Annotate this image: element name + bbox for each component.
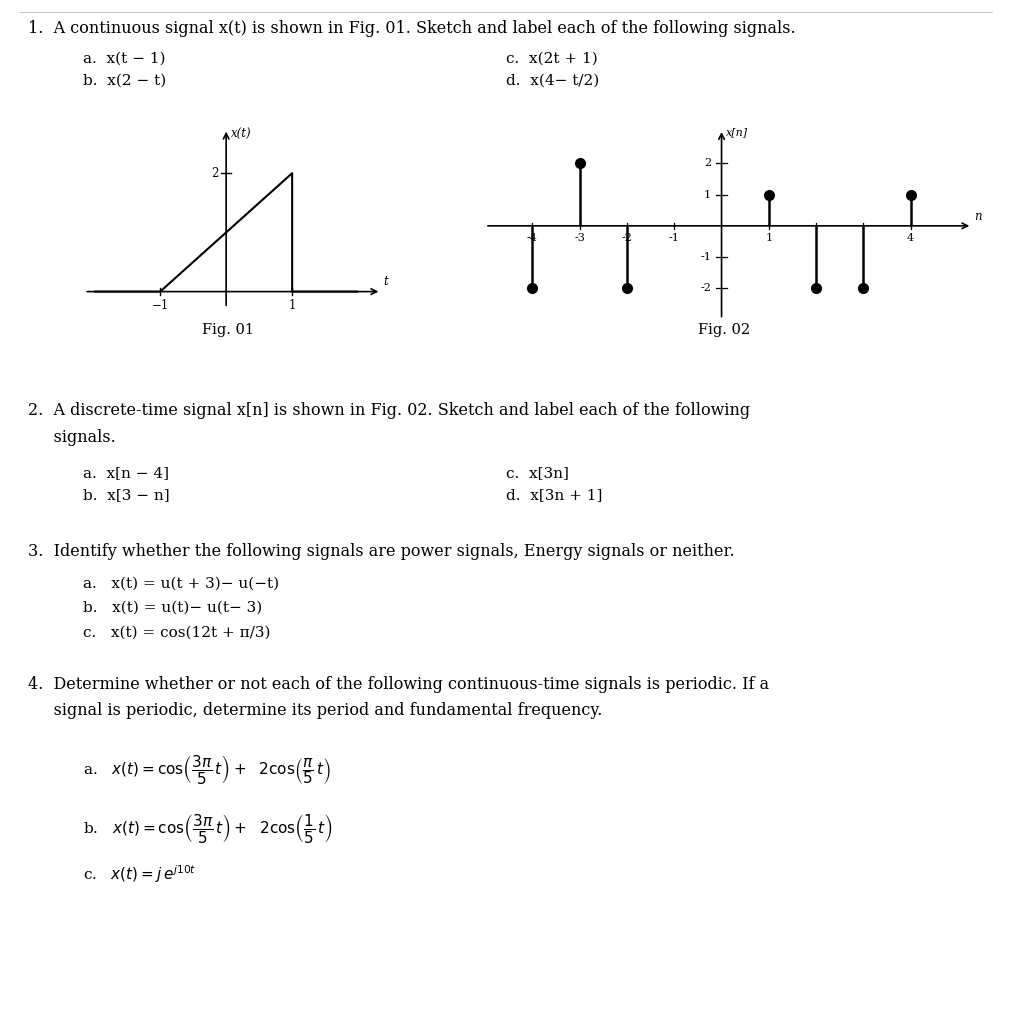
Text: 1: 1 — [704, 189, 711, 200]
Text: t: t — [383, 275, 387, 288]
Text: c.  x(2t + 1): c. x(2t + 1) — [506, 51, 598, 66]
Text: c.   $x(t) = j\,e^{j10t}$: c. $x(t) = j\,e^{j10t}$ — [83, 863, 196, 885]
Text: x(t): x(t) — [231, 128, 251, 141]
Text: signal is periodic, determine its period and fundamental frequency.: signal is periodic, determine its period… — [28, 702, 603, 720]
Text: x[n]: x[n] — [726, 128, 748, 137]
Text: 1.  A continuous signal x(t) is shown in Fig. 01. Sketch and label each of the f: 1. A continuous signal x(t) is shown in … — [28, 20, 796, 38]
Text: a.   x(t) = u(t + 3)− u(−t): a. x(t) = u(t + 3)− u(−t) — [83, 577, 279, 591]
Text: b.   x(t) = u(t)− u(t− 3): b. x(t) = u(t)− u(t− 3) — [83, 601, 262, 615]
Text: Fig. 02: Fig. 02 — [697, 323, 749, 337]
Text: signals.: signals. — [28, 429, 116, 446]
Text: a.  x(t − 1): a. x(t − 1) — [83, 51, 166, 66]
Text: 2.  A discrete-time signal x[n] is shown in Fig. 02. Sketch and label each of th: 2. A discrete-time signal x[n] is shown … — [28, 402, 750, 420]
Text: Fig. 01: Fig. 01 — [201, 323, 254, 337]
Text: d.  x[3n + 1]: d. x[3n + 1] — [506, 488, 602, 503]
Text: -2: -2 — [621, 232, 632, 243]
Text: -2: -2 — [700, 284, 711, 293]
Text: b.  x[3 − n]: b. x[3 − n] — [83, 488, 170, 503]
Text: c.   x(t) = cos(12t + π/3): c. x(t) = cos(12t + π/3) — [83, 626, 270, 640]
Text: c.  x[3n]: c. x[3n] — [506, 466, 568, 480]
Text: b.  x(2 − t): b. x(2 − t) — [83, 74, 166, 88]
Text: d.  x(4− t/2): d. x(4− t/2) — [506, 74, 599, 88]
Text: 3.  Identify whether the following signals are power signals, Energy signals or : 3. Identify whether the following signal… — [28, 543, 734, 560]
Text: 1: 1 — [288, 299, 295, 312]
Text: 4.  Determine whether or not each of the following continuous-time signals is pe: 4. Determine whether or not each of the … — [28, 676, 768, 693]
Text: -1: -1 — [668, 232, 679, 243]
Text: -4: -4 — [527, 232, 537, 243]
Text: -3: -3 — [573, 232, 584, 243]
Text: n: n — [974, 210, 982, 223]
Text: 4: 4 — [906, 232, 913, 243]
Text: a.  x[n − 4]: a. x[n − 4] — [83, 466, 169, 480]
Text: -1: -1 — [700, 252, 711, 262]
Text: b.   $x(t) = \cos\!\left(\dfrac{3\pi}{5}\,t\right) +\ \ 2\cos\!\left(\dfrac{1}{5: b. $x(t) = \cos\!\left(\dfrac{3\pi}{5}\,… — [83, 812, 333, 845]
Text: a.   $x(t) = \cos\!\left(\dfrac{3\pi}{5}\,t\right) +\ \ 2\cos\!\left(\dfrac{\pi}: a. $x(t) = \cos\!\left(\dfrac{3\pi}{5}\,… — [83, 753, 331, 785]
Text: 2: 2 — [704, 159, 711, 168]
Text: 1: 1 — [764, 232, 771, 243]
Text: 2: 2 — [210, 167, 218, 179]
Text: −1: −1 — [152, 299, 169, 312]
